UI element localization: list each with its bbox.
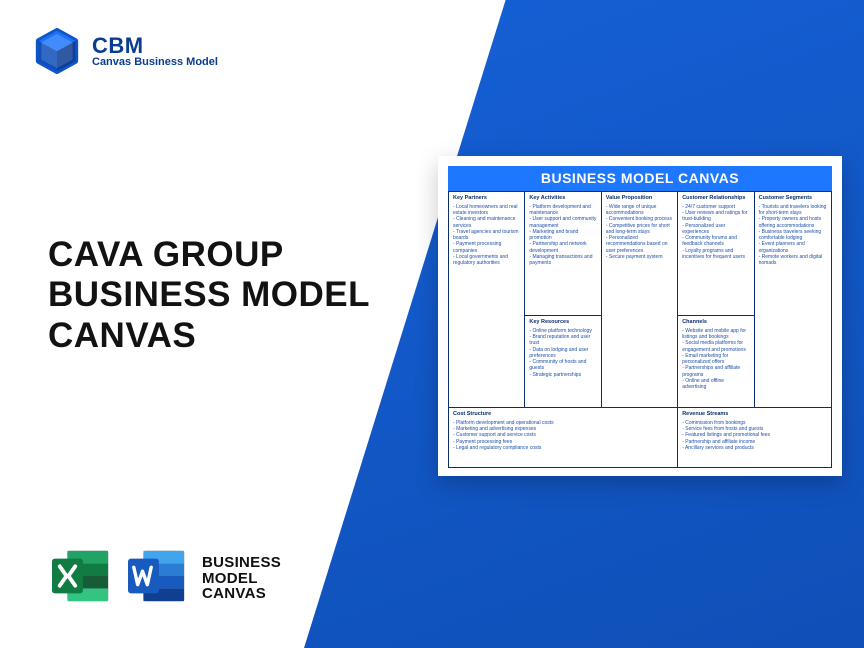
list-item: Partnership and network development xyxy=(529,241,596,254)
list-item: Data on lodging and user preferences xyxy=(529,347,596,360)
list-item: Personalized user experiences xyxy=(682,223,749,236)
list-item: User reviews and ratings for trust-build… xyxy=(682,210,749,223)
list-item: Legal and regulatory compliance costs xyxy=(453,445,673,451)
cell-value-proposition: Value Proposition Wide range of unique a… xyxy=(602,191,678,407)
list-item: Strategic partnerships xyxy=(529,372,596,378)
cell-list: Website and mobile app for listings and … xyxy=(682,328,749,391)
brand-subtitle: Canvas Business Model xyxy=(92,57,218,69)
cell-list: Tourists and travelers looking for short… xyxy=(759,204,827,267)
brand-title: CBM xyxy=(92,34,218,57)
cell-key-activities: Key Activities Platform development and … xyxy=(525,191,601,315)
cell-channels: Channels Website and mobile app for list… xyxy=(678,315,754,407)
word-icon xyxy=(126,547,188,610)
footer-label: BUSINESS MODEL CANVAS xyxy=(202,555,281,602)
cell-list: Local homeowners and real estate investo… xyxy=(453,204,520,267)
list-item: Property owners and hosts offering accom… xyxy=(759,216,827,229)
cell-title: Value Proposition xyxy=(606,195,673,202)
list-item: Marketing and brand promotion xyxy=(529,229,596,242)
list-item: Remote workers and digital nomads xyxy=(759,254,827,267)
cell-list: Platform development and maintenanceUser… xyxy=(529,204,596,267)
stage: CBM Canvas Business Model CAVA GROUP BUS… xyxy=(0,0,864,648)
cell-title: Customer Segments xyxy=(759,195,827,202)
cell-list: 24/7 customer supportUser reviews and ra… xyxy=(682,204,749,260)
page-title-line: BUSINESS MODEL xyxy=(48,275,370,315)
page-title-line: CAVA GROUP xyxy=(48,235,370,275)
list-item: Loyalty programs and incentives for freq… xyxy=(682,248,749,261)
list-item: Competitive prices for short and long-te… xyxy=(606,223,673,236)
list-item: Event planners and organizations xyxy=(759,241,827,254)
footer-label-line: CANVAS xyxy=(202,586,281,602)
cell-title: Cost Structure xyxy=(453,411,673,418)
cell-title: Customer Relationships xyxy=(682,195,749,202)
list-item: Secure payment system xyxy=(606,254,673,260)
list-item: Managing transactions and payments xyxy=(529,254,596,267)
list-item: Personalized recommendations based on us… xyxy=(606,235,673,254)
footer-label-line: BUSINESS xyxy=(202,555,281,571)
brand-logo-icon xyxy=(34,28,80,74)
list-item: Online and offline advertising xyxy=(682,378,749,391)
list-item: User support and community management xyxy=(529,216,596,229)
canvas-grid: Key Partners Local homeowners and real e… xyxy=(448,191,832,468)
cell-title: Key Partners xyxy=(453,195,520,202)
list-item: Social media platforms for engagement an… xyxy=(682,340,749,353)
list-item: Business travelers seeking comfortable l… xyxy=(759,229,827,242)
list-item: Ancillary services and products xyxy=(682,445,827,451)
list-item: Email marketing for personalized offers xyxy=(682,353,749,366)
list-item: Website and mobile app for listings and … xyxy=(682,328,749,341)
list-item: Partnerships and affiliate programs xyxy=(682,365,749,378)
cell-customer-relationships: Customer Relationships 24/7 customer sup… xyxy=(678,191,754,315)
excel-icon xyxy=(50,547,112,610)
cell-revenue-streams: Revenue Streams Commission from bookings… xyxy=(678,407,831,467)
cell-list: Wide range of unique accommodationsConve… xyxy=(606,204,673,260)
page-title: CAVA GROUP BUSINESS MODEL CANVAS xyxy=(48,235,370,356)
list-item: Platform development and maintenance xyxy=(529,204,596,217)
list-item: Community of hosts and guests xyxy=(529,359,596,372)
cell-customer-segments: Customer Segments Tourists and travelers… xyxy=(755,191,831,407)
footer-block: BUSINESS MODEL CANVAS xyxy=(50,547,281,610)
list-item: Local homeowners and real estate investo… xyxy=(453,204,520,217)
cell-list: Platform development and operational cos… xyxy=(453,420,673,451)
cell-title: Key Resources xyxy=(529,319,596,326)
list-item: Community forums and feedback channels xyxy=(682,235,749,248)
list-item: Convenient booking process xyxy=(606,216,673,222)
list-item: Local governments and regulatory authori… xyxy=(453,254,520,267)
canvas-title: BUSINESS MODEL CANVAS xyxy=(448,166,832,191)
page-title-line: CANVAS xyxy=(48,316,370,356)
footer-label-line: MODEL xyxy=(202,571,281,587)
brand-text: CBM Canvas Business Model xyxy=(92,34,218,69)
brand-block: CBM Canvas Business Model xyxy=(34,28,218,74)
cell-key-partners: Key Partners Local homeowners and real e… xyxy=(449,191,525,407)
list-item: Wide range of unique accommodations xyxy=(606,204,673,217)
list-item: Payment processing companies xyxy=(453,241,520,254)
cell-title: Revenue Streams xyxy=(682,411,827,418)
cell-title: Channels xyxy=(682,319,749,326)
cell-title: Key Activities xyxy=(529,195,596,202)
cell-key-resources: Key Resources Online platform technology… xyxy=(525,315,601,407)
canvas-card: BUSINESS MODEL CANVAS Key Partners Local… xyxy=(438,156,842,476)
cell-list: Online platform technologyBrand reputati… xyxy=(529,328,596,378)
cell-list: Commission from bookingsService fees fro… xyxy=(682,420,827,451)
list-item: Travel agencies and tourism boards xyxy=(453,229,520,242)
list-item: Tourists and travelers looking for short… xyxy=(759,204,827,217)
cell-cost-structure: Cost Structure Platform development and … xyxy=(449,407,678,467)
list-item: Cleaning and maintenance services xyxy=(453,216,520,229)
list-item: Brand reputation and user trust xyxy=(529,334,596,347)
